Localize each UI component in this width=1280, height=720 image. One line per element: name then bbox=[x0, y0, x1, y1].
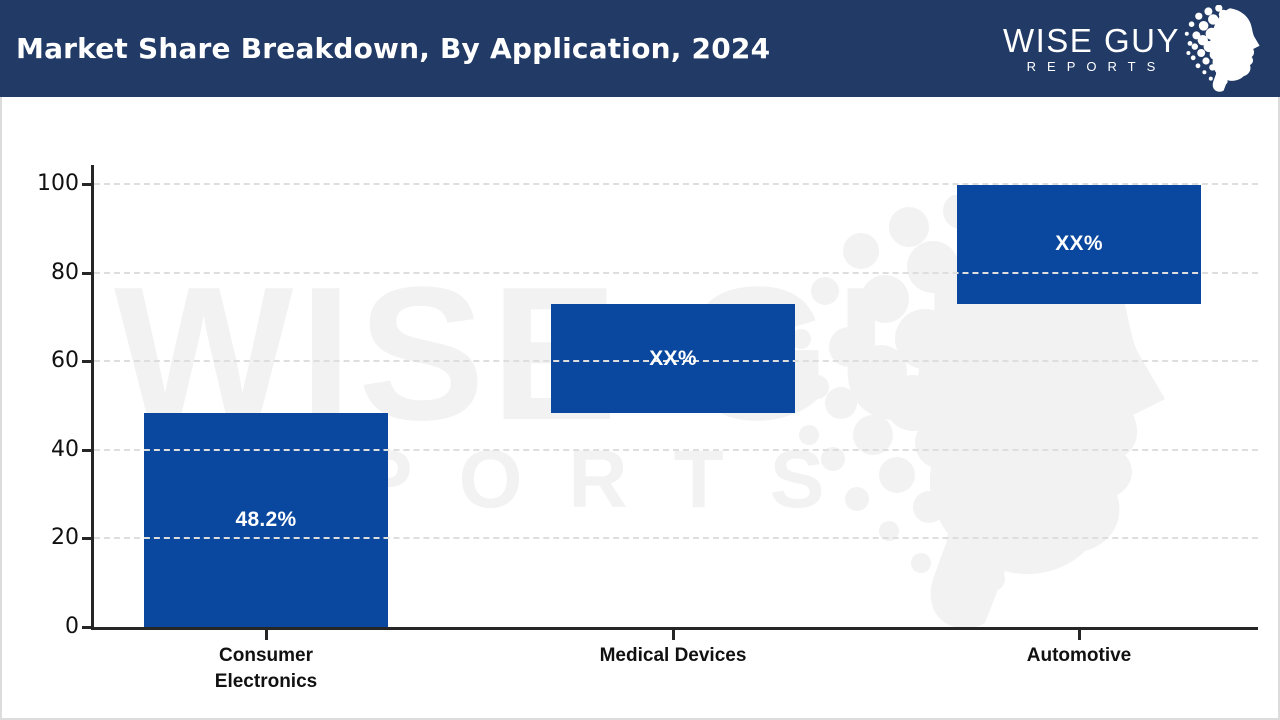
y-axis-tick-label: 80 bbox=[51, 259, 79, 285]
bar-consumer-electronics: 48.2% bbox=[144, 413, 388, 627]
gridline-y100 bbox=[94, 183, 1258, 185]
x-axis-tick bbox=[672, 630, 675, 640]
brand-logo: WISE GUY REPORTS bbox=[1003, 5, 1262, 93]
y-axis-tick-label: 60 bbox=[51, 348, 79, 374]
bar-medical-devices: XX% bbox=[551, 304, 795, 414]
gridline-y60 bbox=[94, 360, 1258, 363]
y-axis-tick bbox=[82, 271, 91, 275]
x-axis-category-label: Medical Devices bbox=[599, 645, 747, 666]
y-axis-tick-label: 0 bbox=[65, 614, 79, 639]
bar-value-label: XX% bbox=[649, 346, 697, 370]
y-axis-tick-label: 20 bbox=[51, 525, 79, 551]
logo-text: WISE GUY REPORTS bbox=[1003, 24, 1180, 73]
bar-value-label: XX% bbox=[1055, 232, 1103, 256]
y-axis-tick-label: 100 bbox=[37, 171, 79, 196]
y-axis-tick bbox=[82, 537, 91, 541]
x-axis-line bbox=[91, 627, 1258, 630]
y-axis-tick bbox=[82, 626, 91, 629]
x-axis-tick bbox=[265, 630, 268, 640]
header: Market Share Breakdown, By Application, … bbox=[0, 0, 1280, 97]
x-axis-tick bbox=[1078, 630, 1081, 640]
gridline-y20 bbox=[94, 537, 1258, 540]
logo-reports-text: REPORTS bbox=[1026, 59, 1167, 74]
chart-area: WISE GUY REPORTS 48.2%XX%XX%020406080100… bbox=[0, 97, 1280, 720]
gridline-y80 bbox=[94, 271, 1258, 274]
y-axis-tick bbox=[82, 183, 91, 186]
logo-face-icon bbox=[1182, 5, 1262, 93]
y-axis-tick-label: 40 bbox=[51, 436, 79, 462]
x-axis-category-label: Consumer Electronics bbox=[214, 645, 318, 692]
y-axis-line bbox=[91, 165, 94, 630]
logo-wiseguy-text: WISE GUY bbox=[1002, 22, 1180, 59]
plot: 48.2% XX% XX% 0 20 40 60 80 100 Consumer Electron… bbox=[2, 97, 1278, 718]
x-axis-category-label: Automotive bbox=[1026, 645, 1132, 666]
page-title: Market Share Breakdown, By Application, … bbox=[16, 32, 771, 65]
bar-automotive: XX% bbox=[957, 184, 1201, 305]
gridline-y40 bbox=[94, 448, 1258, 451]
y-axis-tick bbox=[82, 360, 91, 364]
bar-value-label: 48.2% bbox=[235, 508, 297, 532]
y-axis-tick bbox=[82, 448, 91, 452]
